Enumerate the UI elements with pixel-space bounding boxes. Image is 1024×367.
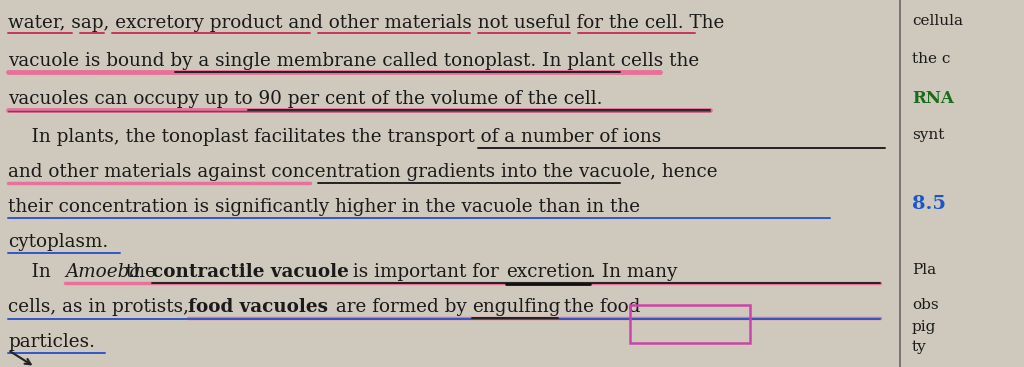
Text: cytoplasm.: cytoplasm. <box>8 233 109 251</box>
Text: ty: ty <box>912 340 927 354</box>
Text: vacuoles can occupy up to 90 per cent of the volume of the cell.: vacuoles can occupy up to 90 per cent of… <box>8 90 602 108</box>
Text: cellula: cellula <box>912 14 963 28</box>
Text: the c: the c <box>912 52 950 66</box>
Text: the food: the food <box>558 298 640 316</box>
Text: In plants, the tonoplast facilitates the transport of a number of ions: In plants, the tonoplast facilitates the… <box>8 128 662 146</box>
Text: are formed by: are formed by <box>330 298 473 316</box>
Text: synt: synt <box>912 128 944 142</box>
Text: RNA: RNA <box>912 90 954 107</box>
Text: engulfing: engulfing <box>472 298 560 316</box>
Text: pig: pig <box>912 320 936 334</box>
Text: particles.: particles. <box>8 333 95 351</box>
Text: contractile vacuole: contractile vacuole <box>152 263 349 281</box>
Text: In: In <box>8 263 56 281</box>
Text: and other materials against concentration gradients into the vacuole, hence: and other materials against concentratio… <box>8 163 718 181</box>
Text: is important for: is important for <box>347 263 499 281</box>
Text: Amoeba: Amoeba <box>65 263 140 281</box>
Text: cells, as in protists,: cells, as in protists, <box>8 298 195 316</box>
Text: Pla: Pla <box>912 263 936 277</box>
Text: 8.5: 8.5 <box>912 195 946 213</box>
Text: the: the <box>120 263 162 281</box>
Text: excretion: excretion <box>506 263 593 281</box>
Text: their concentration is significantly higher in the vacuole than in the: their concentration is significantly hig… <box>8 198 640 216</box>
Text: obs: obs <box>912 298 939 312</box>
Text: water, sap, excretory product and other materials not useful for the cell. The: water, sap, excretory product and other … <box>8 14 724 32</box>
Text: . In many: . In many <box>590 263 677 281</box>
Text: vacuole is bound by a single membrane called tonoplast. In plant cells the: vacuole is bound by a single membrane ca… <box>8 52 699 70</box>
Text: food vacuoles: food vacuoles <box>188 298 328 316</box>
